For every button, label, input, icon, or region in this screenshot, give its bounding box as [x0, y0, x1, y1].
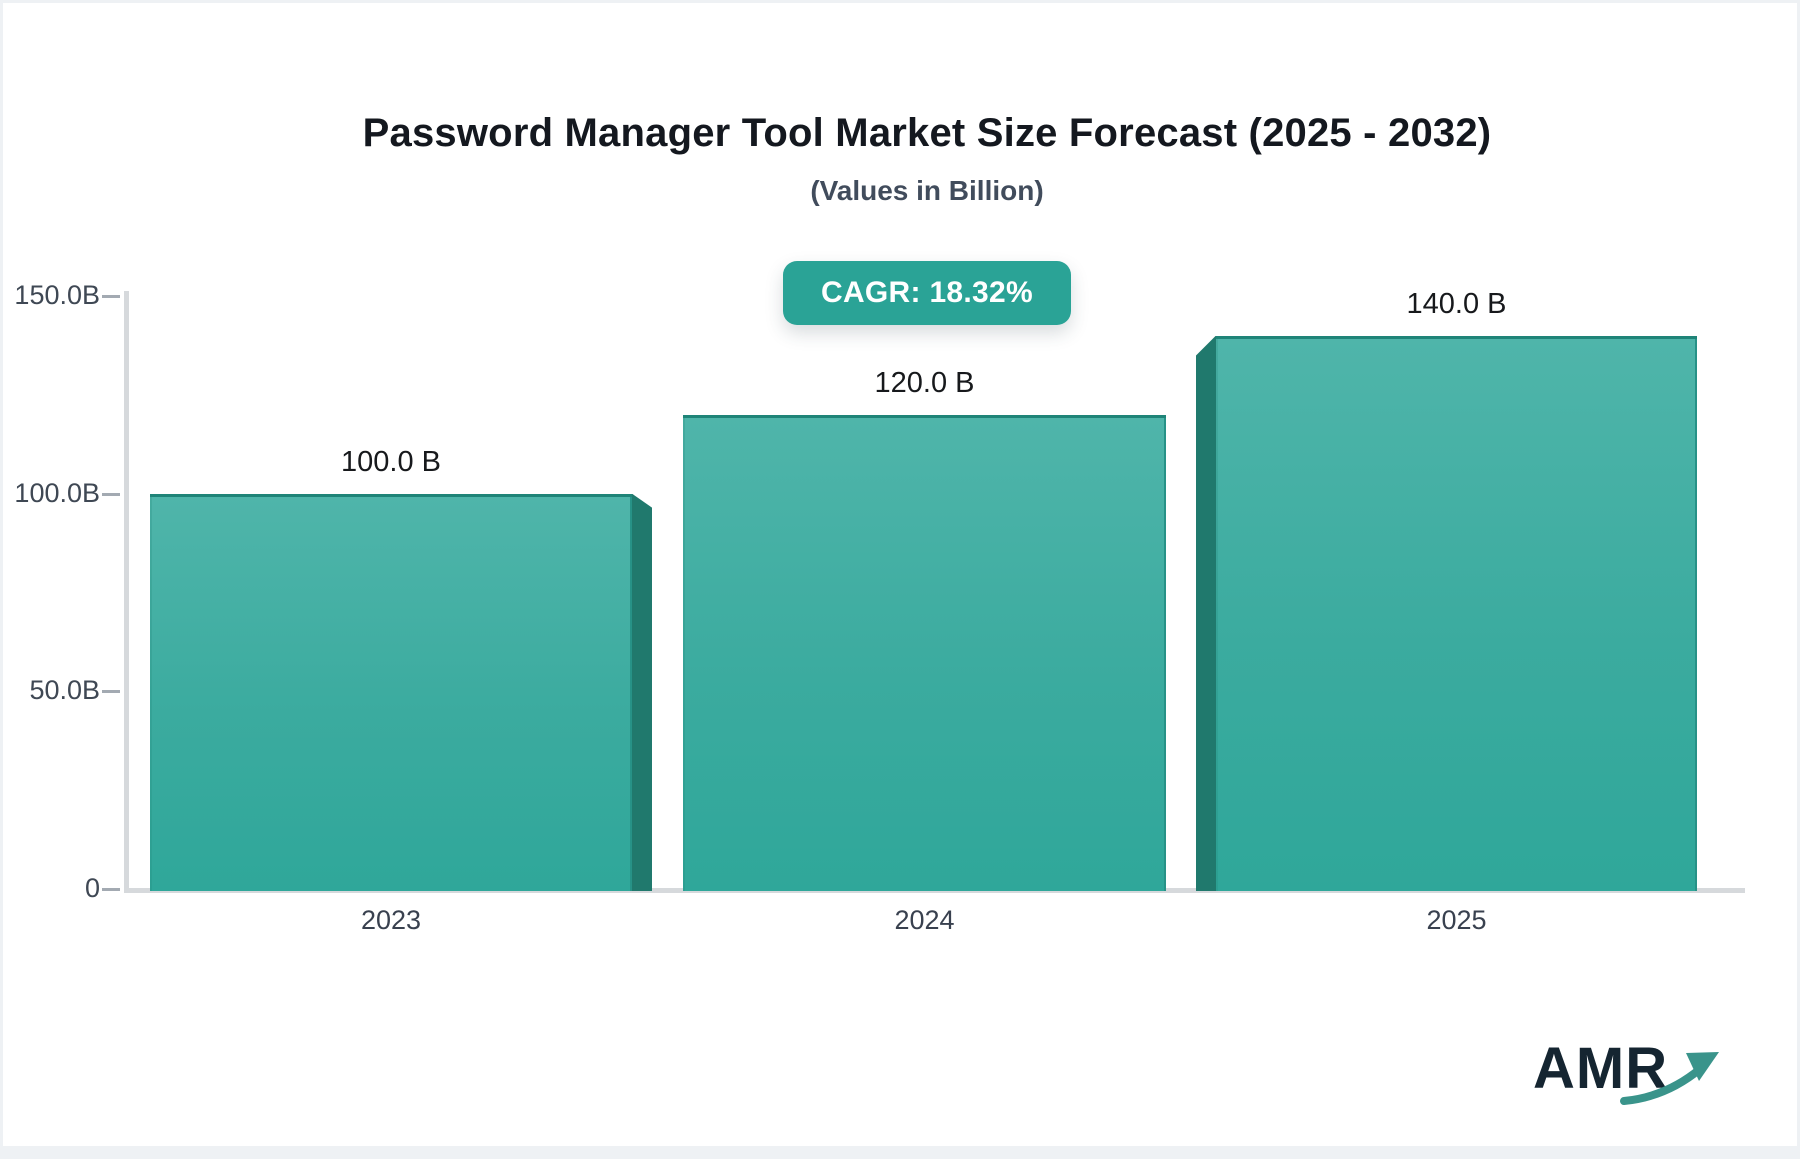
y-axis-tick: [102, 492, 120, 496]
y-axis-tick-label: 100.0B: [14, 477, 100, 508]
bar: [683, 414, 1166, 891]
y-axis-line: [124, 291, 129, 892]
trend-up-arrow-icon: [1620, 1052, 1719, 1105]
y-axis-tick: [102, 295, 120, 298]
y-axis-tick-label: 0: [84, 873, 100, 903]
bar-value-label: 140.0 B: [1406, 287, 1507, 320]
bar: [150, 493, 632, 891]
bar-chart: 150.0B 100.0B 50.0B 0 100.0 B 2023 120.0 B 2024…: [3, 3, 1800, 1159]
x-axis-category-label: 2024: [894, 905, 955, 935]
y-axis-tick: [102, 690, 120, 694]
y-axis-tick: [102, 888, 120, 891]
x-axis-category-label: 2025: [1426, 905, 1487, 935]
y-axis-tick-label: 50.0B: [29, 675, 100, 706]
bar: [1216, 335, 1697, 891]
cagr-badge-label: CAGR: 18.32%: [820, 276, 1033, 309]
cagr-badge: CAGR: 18.32%: [783, 261, 1071, 325]
bar-3d-edge: [632, 493, 652, 891]
amr-logo-text: AMR: [1533, 1036, 1669, 1101]
chart-title: Password Manager Tool Market Size Foreca…: [362, 111, 1492, 155]
bar-3d-edge: [1196, 335, 1216, 891]
amr-logo: AMR: [1533, 1035, 1733, 1115]
y-axis-tick-label: 150.0B: [14, 280, 100, 310]
chart-card: Password Manager Tool Market Size Foreca…: [3, 3, 1797, 1146]
bar-value-label: 100.0 B: [341, 445, 441, 478]
x-axis-category-label: 2023: [360, 905, 422, 935]
chart-subtitle: (Values in Billion): [810, 175, 1044, 206]
bar-value-label: 120.0 B: [874, 366, 975, 399]
